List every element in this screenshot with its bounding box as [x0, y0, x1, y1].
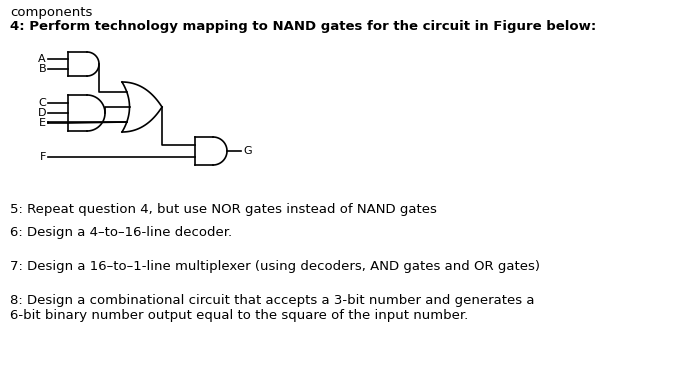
- Text: C: C: [38, 98, 46, 108]
- Text: G: G: [243, 146, 252, 156]
- Text: 8: Design a combinational circuit that accepts a 3-bit number and generates a
6-: 8: Design a combinational circuit that a…: [10, 294, 535, 322]
- Text: 5: Repeat question 4, but use NOR gates instead of NAND gates: 5: Repeat question 4, but use NOR gates …: [10, 203, 437, 216]
- Text: components: components: [10, 6, 92, 19]
- Text: 7: Design a 16–to–1-line multiplexer (using decoders, AND gates and OR gates): 7: Design a 16–to–1-line multiplexer (us…: [10, 260, 540, 273]
- Text: 4: Perform technology mapping to NAND gates for the circuit in Figure below:: 4: Perform technology mapping to NAND ga…: [10, 20, 596, 33]
- Text: D: D: [38, 108, 46, 118]
- Text: E: E: [39, 118, 46, 128]
- Text: 6: Design a 4–to–16-line decoder.: 6: Design a 4–to–16-line decoder.: [10, 226, 232, 239]
- Text: A: A: [38, 54, 46, 64]
- Text: B: B: [38, 64, 46, 74]
- Text: F: F: [40, 152, 46, 162]
